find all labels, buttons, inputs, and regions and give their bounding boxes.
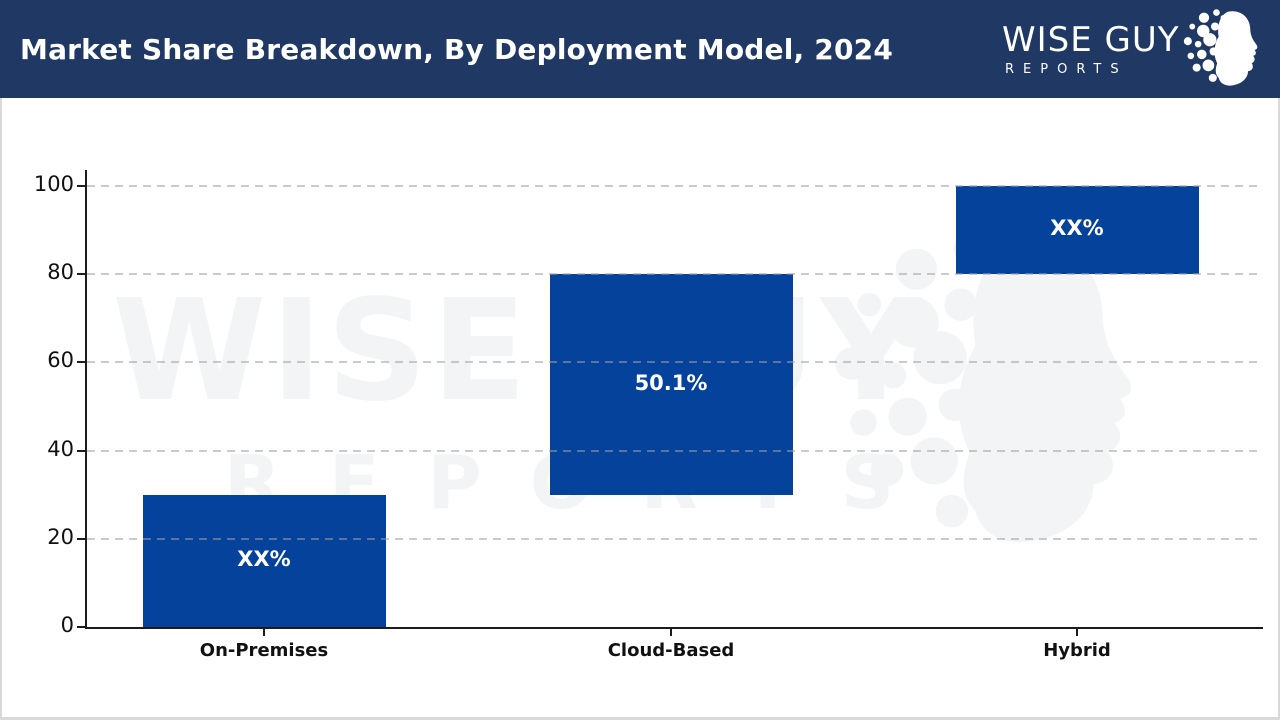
y-tick-mark [77,537,86,540]
x-axis-line [85,627,1263,629]
frame-border-left [0,98,2,720]
bar-segment [549,274,793,496]
gridline [87,185,1258,187]
x-tick-mark [1076,629,1078,636]
x-category-label: Hybrid [1043,640,1111,661]
bar-segment [142,495,386,627]
y-tick-label: 0 [60,613,74,637]
bar-value-label: XX% [1050,216,1104,241]
frame-border-bottom [0,717,1280,720]
y-tick-mark [77,449,86,452]
y-tick-mark [77,185,86,187]
y-axis-line [85,170,87,629]
page-title: Market Share Breakdown, By Deployment Mo… [20,32,894,66]
gridline [87,449,1258,452]
gridline [87,537,1258,540]
y-tick-label: 40 [47,436,74,461]
gridline [87,273,1258,276]
y-tick-label: 60 [47,348,74,373]
y-tick-mark [77,361,86,364]
logo-wordmark: WISE GUY [1002,20,1180,60]
header-bar: Market Share Breakdown, By Deployment Mo… [0,0,1280,98]
y-tick-label: 100 [33,172,74,196]
y-tick-mark [77,626,86,628]
bar-value-label: 50.1% [634,370,708,395]
dotted-head-profile-icon [1183,9,1258,86]
x-tick-mark [263,629,265,636]
y-tick-label: 80 [47,260,74,285]
bar-value-label: XX% [237,547,291,572]
brand-logo: WISE GUY REPORTS [1002,4,1270,94]
bar-segment [955,186,1199,275]
x-tick-mark [670,629,672,636]
y-tick-mark [77,273,86,276]
x-category-label: On-Premises [199,640,329,661]
logo-subtitle: REPORTS [1005,62,1128,77]
x-category-label: Cloud-Based [607,640,735,661]
y-tick-label: 20 [47,524,74,549]
gridline [87,361,1258,364]
frame-border-right [1278,98,1280,720]
dotted-head-profile-icon [835,235,1132,543]
